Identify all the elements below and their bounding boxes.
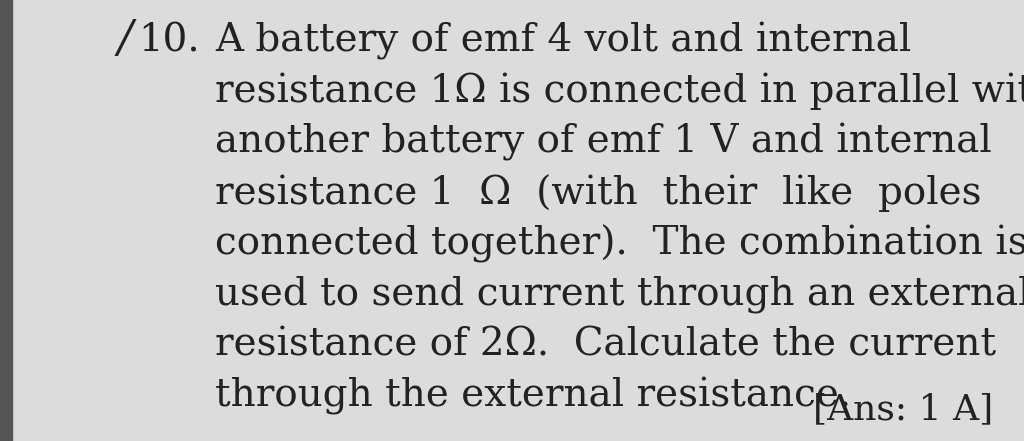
Bar [0, 0, 12, 441]
Text: resistance 1  Ω  (with  their  like  poles: resistance 1 Ω (with their like poles [215, 174, 982, 212]
Text: /: / [118, 18, 133, 61]
Text: [Ans: 1 A]: [Ans: 1 A] [813, 392, 993, 426]
Text: A battery of emf 4 volt and internal: A battery of emf 4 volt and internal [215, 22, 911, 60]
Text: connected together).  The combination is: connected together). The combination is [215, 225, 1024, 263]
Text: another battery of emf 1 V and internal: another battery of emf 1 V and internal [215, 123, 992, 161]
Text: used to send current through an external: used to send current through an external [215, 276, 1024, 313]
Text: 10.: 10. [138, 22, 200, 59]
Text: through the external resistance.: through the external resistance. [215, 377, 851, 415]
Text: resistance 1Ω is connected in parallel with: resistance 1Ω is connected in parallel w… [215, 73, 1024, 110]
Text: resistance of 2Ω.  Calculate the current: resistance of 2Ω. Calculate the current [215, 326, 996, 363]
